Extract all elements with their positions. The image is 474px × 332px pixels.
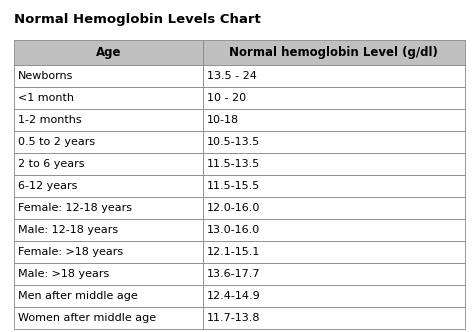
Bar [203, 197, 465, 219]
Text: Male: 12-18 years: Male: 12-18 years [18, 225, 118, 235]
Bar [203, 131, 465, 153]
Bar [203, 153, 465, 175]
Bar [14, 175, 203, 197]
Bar [203, 109, 465, 131]
Bar [14, 263, 203, 285]
Bar [14, 65, 203, 87]
Text: 13.5 - 24: 13.5 - 24 [207, 71, 257, 81]
Text: 11.7-13.8: 11.7-13.8 [207, 313, 261, 323]
Text: 6-12 years: 6-12 years [18, 181, 77, 191]
Text: <1 month: <1 month [18, 93, 74, 103]
Text: 10.5-13.5: 10.5-13.5 [207, 137, 260, 147]
Text: Male: >18 years: Male: >18 years [18, 269, 109, 279]
Bar [203, 87, 465, 109]
Bar [203, 285, 465, 307]
Bar [203, 65, 465, 87]
Text: 11.5-13.5: 11.5-13.5 [207, 159, 260, 169]
Text: 12.0-16.0: 12.0-16.0 [207, 203, 261, 213]
Text: Men after middle age: Men after middle age [18, 291, 138, 301]
Text: Normal Hemoglobin Levels Chart: Normal Hemoglobin Levels Chart [14, 13, 261, 26]
Bar [203, 175, 465, 197]
Text: 2 to 6 years: 2 to 6 years [18, 159, 84, 169]
Bar [14, 87, 203, 109]
Text: Female: >18 years: Female: >18 years [18, 247, 123, 257]
Text: 0.5 to 2 years: 0.5 to 2 years [18, 137, 95, 147]
Bar [14, 40, 203, 65]
Text: 12.1-15.1: 12.1-15.1 [207, 247, 261, 257]
Bar [14, 109, 203, 131]
Text: 12.4-14.9: 12.4-14.9 [207, 291, 261, 301]
Text: 10 - 20: 10 - 20 [207, 93, 246, 103]
Bar [203, 219, 465, 241]
Bar [203, 40, 465, 65]
Text: 1-2 months: 1-2 months [18, 115, 82, 125]
Bar [203, 307, 465, 329]
Bar [14, 131, 203, 153]
Text: Newborns: Newborns [18, 71, 73, 81]
Text: Women after middle age: Women after middle age [18, 313, 156, 323]
Bar [14, 219, 203, 241]
Bar [14, 307, 203, 329]
Text: 11.5-15.5: 11.5-15.5 [207, 181, 260, 191]
Bar [203, 241, 465, 263]
Bar [14, 285, 203, 307]
Text: 13.6-17.7: 13.6-17.7 [207, 269, 261, 279]
Bar [203, 263, 465, 285]
Text: 13.0-16.0: 13.0-16.0 [207, 225, 260, 235]
Bar [14, 241, 203, 263]
Bar [14, 153, 203, 175]
Bar [14, 197, 203, 219]
Text: Normal hemoglobin Level (g/dl): Normal hemoglobin Level (g/dl) [229, 46, 438, 59]
Text: Age: Age [96, 46, 121, 59]
Text: Female: 12-18 years: Female: 12-18 years [18, 203, 132, 213]
Text: 10-18: 10-18 [207, 115, 239, 125]
